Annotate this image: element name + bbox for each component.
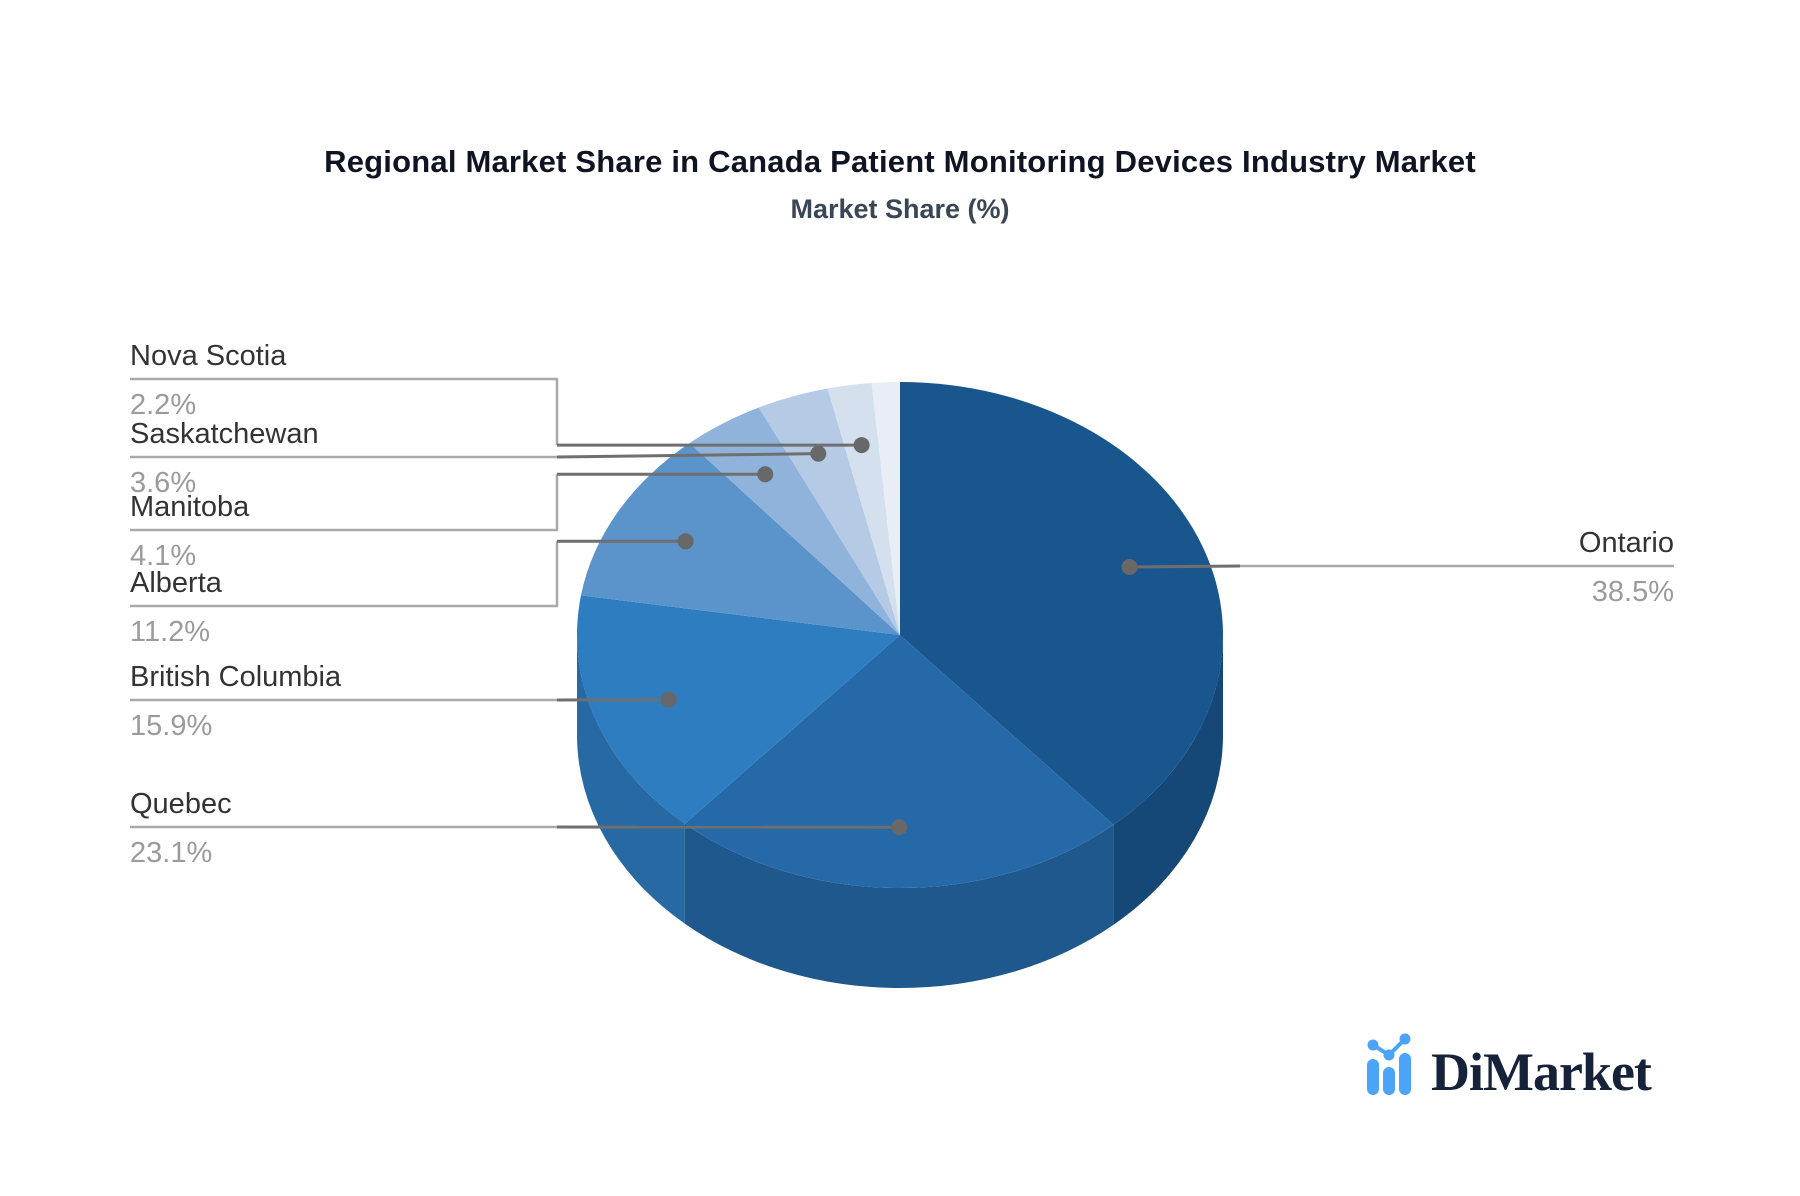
- pie-slice-alberta[interactable]: [580, 443, 900, 635]
- pie-depth-walls: [577, 635, 1223, 988]
- pie-label-manitoba: Manitoba: [130, 491, 250, 523]
- pie-slice-manitoba[interactable]: [689, 407, 900, 635]
- bar-chart-logo-icon: [1367, 1033, 1411, 1095]
- pie-value-quebec: 23.1%: [130, 837, 213, 869]
- pie-value-saskatchewan: 3.6%: [130, 467, 197, 499]
- leader-dot-alberta: [677, 533, 694, 550]
- brand-logo: DiMarket: [1362, 1030, 1652, 1103]
- leader-dot-manitoba: [757, 466, 774, 483]
- pie-slice-depth-quebec: [684, 823, 1114, 988]
- leader-line-ontario: [1129, 564, 1241, 569]
- pie-slices: [577, 382, 1223, 888]
- callout-line-alberta: [130, 541, 559, 608]
- chart-subtitle: Market Share (%): [790, 194, 1010, 224]
- leader-dot-quebec: [891, 819, 908, 836]
- chart-title: Regional Market Share in Canada Patient …: [324, 144, 1476, 179]
- pie-label-nova-scotia: Nova Scotia: [130, 340, 287, 372]
- pie-value-ontario: 38.5%: [1591, 576, 1674, 608]
- pie-value-alberta: 11.2%: [130, 616, 211, 648]
- brand-name: DiMarket: [1431, 1042, 1652, 1103]
- pie-value-manitoba: 4.1%: [130, 540, 197, 572]
- leader-dot-nova-scotia: [853, 437, 870, 454]
- pie-slice-saskatchewan[interactable]: [758, 388, 900, 635]
- leader-line-saskatchewan: [556, 452, 819, 459]
- leader-dot-british-columbia: [660, 691, 677, 708]
- pie-label-british-columbia: British Columbia: [130, 661, 342, 693]
- pie-slice-depth-british-columbia: [577, 635, 685, 924]
- pie-slice-other[interactable]: [871, 382, 900, 635]
- pie-label-saskatchewan: Saskatchewan: [130, 418, 319, 450]
- pie-slice-depth-ontario: [1113, 635, 1223, 925]
- pie-label-quebec: Quebec: [130, 788, 232, 820]
- pie-slice-british-columbia[interactable]: [577, 595, 900, 824]
- pie-slice-ontario[interactable]: [900, 382, 1223, 825]
- pie-value-nova-scotia: 2.2%: [130, 389, 197, 421]
- pie-value-british-columbia: 15.9%: [130, 710, 213, 742]
- pie-leader-lines: [130, 377, 1674, 836]
- callout-line-manitoba: [130, 474, 559, 532]
- pie-slice-quebec[interactable]: [684, 635, 1114, 888]
- pie-label-ontario: Ontario: [1578, 527, 1674, 559]
- pie-label-alberta: Alberta: [130, 567, 222, 599]
- leader-dot-ontario: [1121, 559, 1138, 576]
- leader-dot-saskatchewan: [810, 445, 827, 462]
- callout-line-nova-scotia: [130, 377, 559, 446]
